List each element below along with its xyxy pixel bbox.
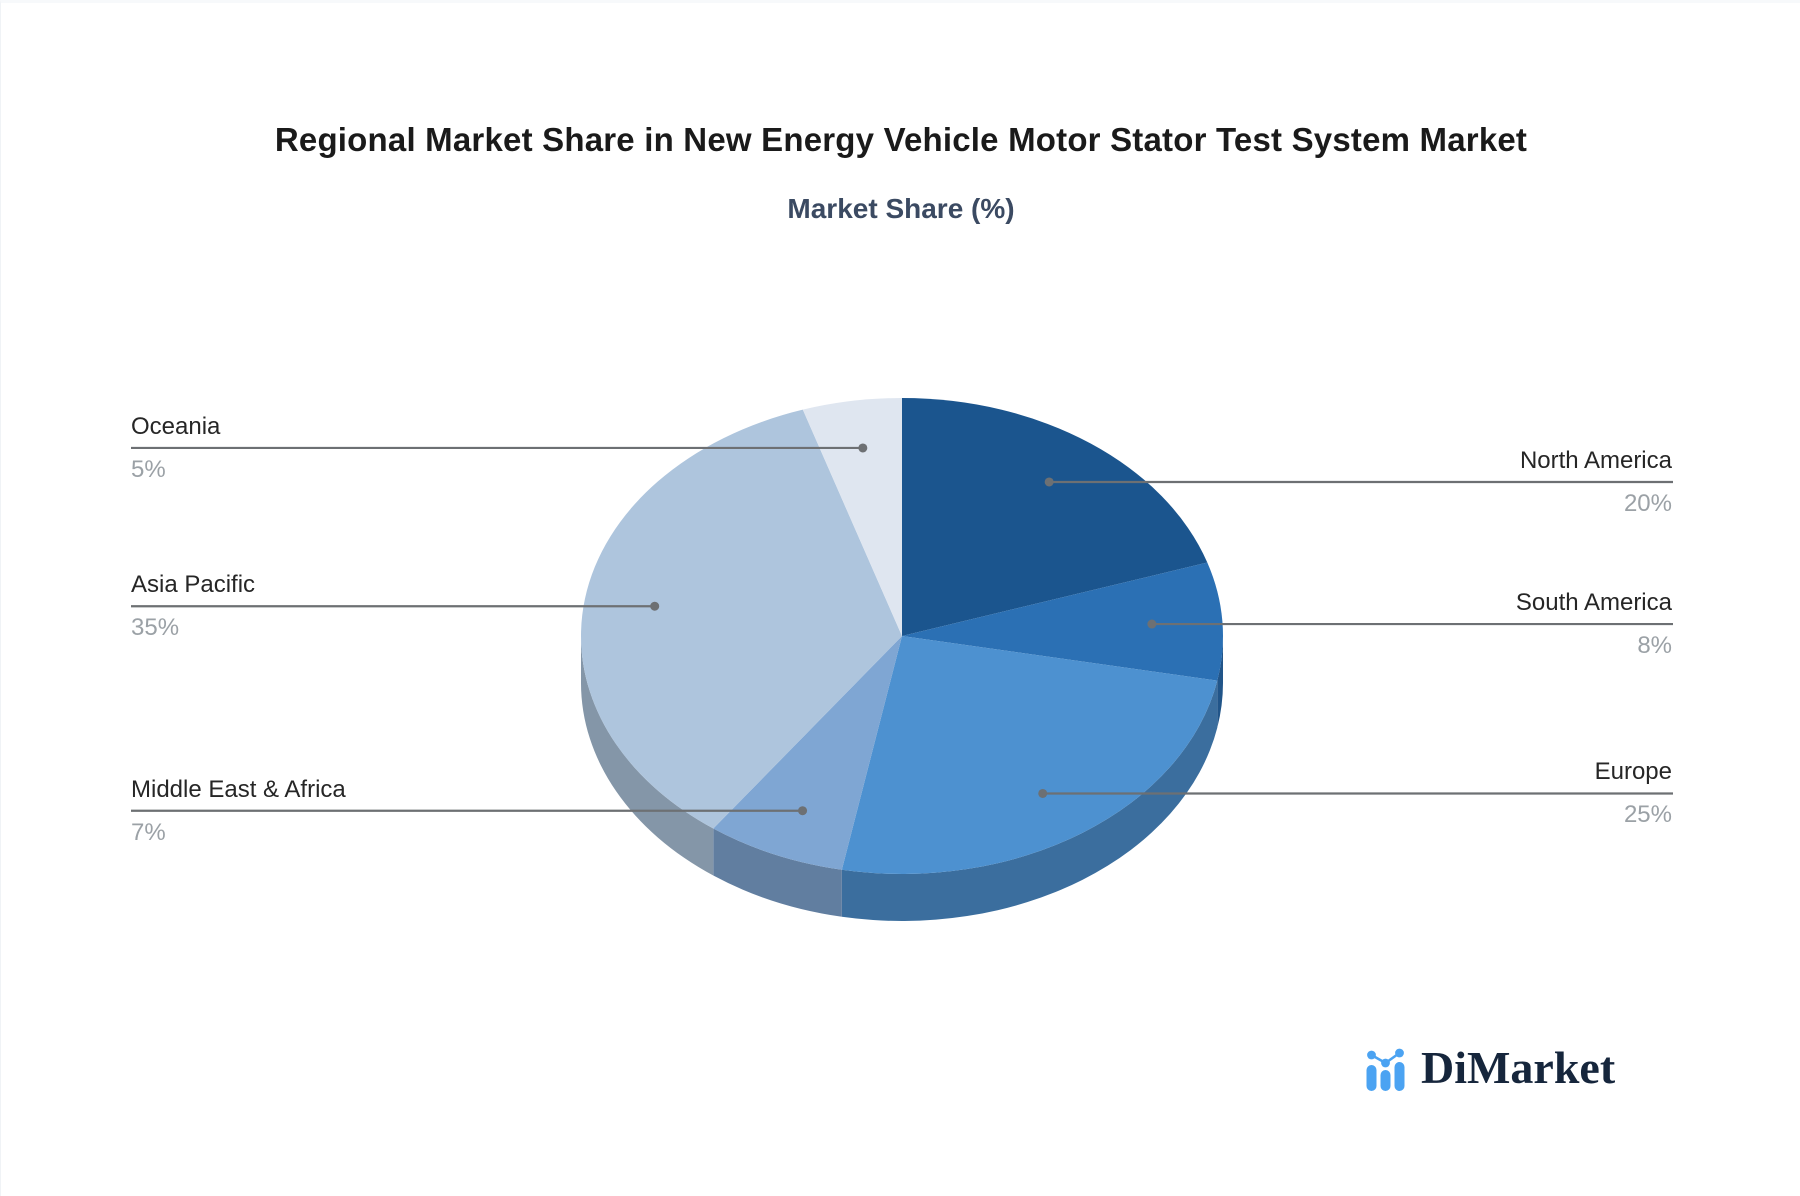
pie-slice-side [841, 680, 1218, 921]
slice-label-pct: 20% [1623, 489, 1672, 517]
slice-label-pct: 7% [131, 818, 166, 846]
slice-label: North America 20% [1212, 447, 1672, 518]
pie-slice [902, 398, 1208, 636]
slice-label-name: Asia Pacific [131, 571, 256, 599]
chart-title: Regional Market Share in New Energy Vehi… [274, 121, 1528, 158]
slice-label: South America 8% [1212, 589, 1672, 660]
pie-chart [131, 398, 1673, 921]
pie-slice [902, 562, 1223, 681]
pie-slice [802, 398, 902, 636]
leader-dot [798, 806, 808, 816]
pie-slice-side [581, 636, 714, 876]
pie-slice-side [1217, 636, 1223, 728]
slice-label: Europe 25% [1212, 758, 1672, 829]
slice-label-pct: 8% [1637, 632, 1672, 660]
leader-dot [1044, 477, 1054, 487]
leader-dot [1147, 619, 1157, 629]
slice-label-name: South America [1515, 589, 1672, 617]
slice-label: Oceania 5% [131, 413, 591, 484]
pie-slice [580, 409, 902, 829]
dimarket-logo: DiMarket [1364, 1043, 1615, 1093]
slice-label-pct: 25% [1623, 801, 1672, 829]
slice-label-name: Middle East & Africa [131, 775, 346, 803]
leader-dot [1038, 788, 1048, 798]
pie-slice-side [713, 828, 842, 917]
dimarket-logo-icon [1366, 1048, 1405, 1091]
slice-label: Asia Pacific 35% [131, 571, 591, 642]
leader-dot [650, 601, 660, 611]
pie-slice [841, 636, 1218, 875]
slice-label-pct: 35% [131, 614, 180, 642]
chart-subtitle: Market Share (%) [787, 193, 1015, 224]
leader-dot [858, 443, 868, 453]
slice-label-name: North America [1519, 446, 1672, 474]
slice-label-pct: 5% [131, 455, 166, 483]
slice-label-name: Oceania [131, 412, 221, 440]
slice-label-name: Europe [1594, 758, 1672, 786]
slice-label: Middle East & Africa 7% [131, 776, 591, 847]
dimarket-logo-text: DiMarket [1421, 1042, 1616, 1093]
